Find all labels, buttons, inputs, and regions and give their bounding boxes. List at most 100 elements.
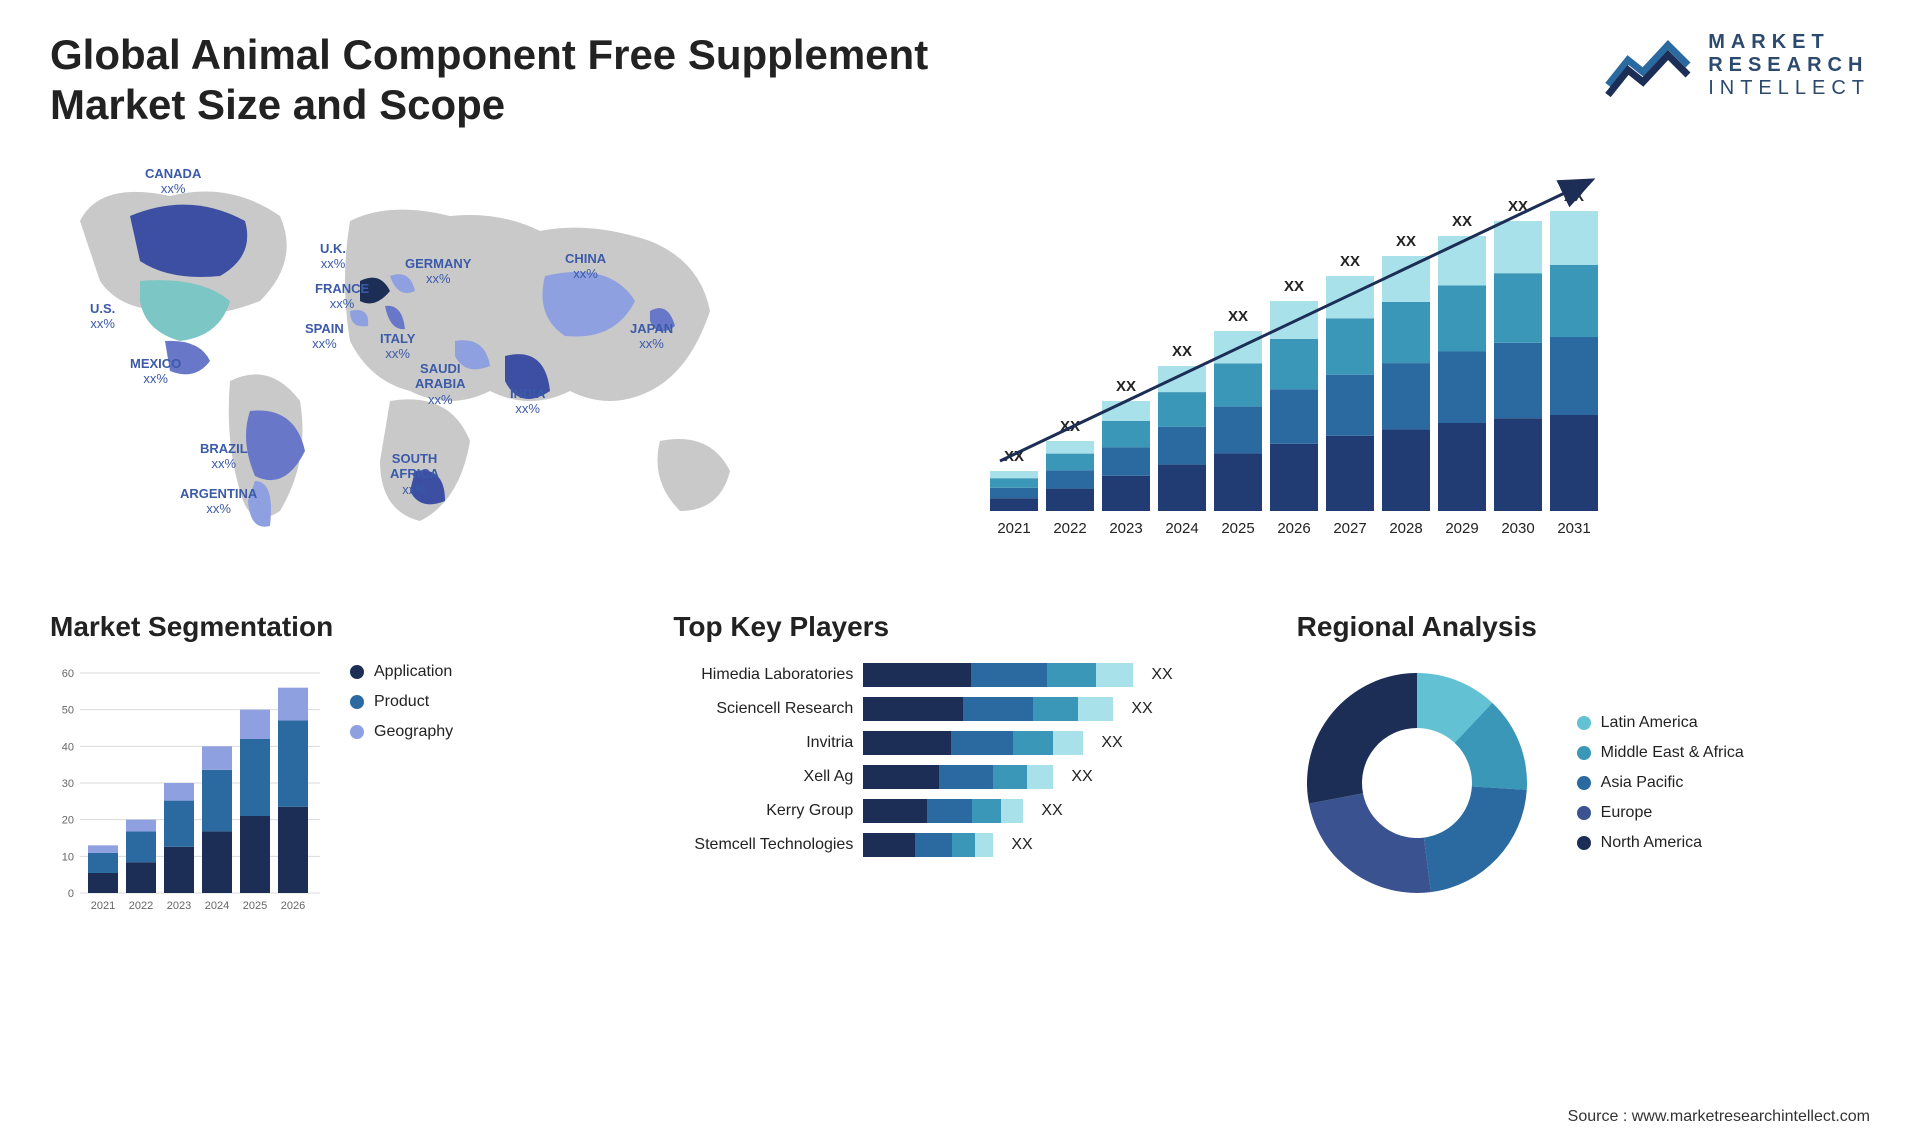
regional-section: Regional Analysis Latin America Middle Ea…	[1297, 611, 1870, 923]
svg-text:2024: 2024	[205, 900, 229, 912]
svg-text:XX: XX	[1452, 213, 1472, 230]
legend-item: North America	[1577, 834, 1744, 852]
player-value: XX	[1071, 768, 1092, 786]
svg-text:2021: 2021	[997, 520, 1030, 537]
map-label: MEXICOxx%	[130, 356, 181, 387]
map-label: JAPANxx%	[630, 321, 673, 352]
player-row: Xell Ag XX	[673, 765, 1246, 789]
player-row: Invitria XX	[673, 731, 1246, 755]
svg-text:60: 60	[62, 668, 74, 680]
svg-text:XX: XX	[1396, 233, 1416, 250]
svg-text:2031: 2031	[1557, 520, 1590, 537]
player-bar	[863, 833, 993, 857]
players-title: Top Key Players	[673, 611, 1246, 643]
svg-text:2029: 2029	[1445, 520, 1478, 537]
player-row: Kerry Group XX	[673, 799, 1246, 823]
players-section: Top Key Players Himedia LaboratoriesXXSc…	[673, 611, 1246, 923]
player-label: Invitria	[673, 734, 853, 752]
svg-text:XX: XX	[1284, 278, 1304, 295]
map-label: FRANCExx%	[315, 281, 369, 312]
segmentation-section: Market Segmentation 0 10 20 30 40 50 60 2021 202…	[50, 611, 623, 923]
brand-logo: MARKET RESEARCH INTELLECT	[1603, 30, 1870, 100]
map-label: SAUDIARABIAxx%	[415, 361, 466, 408]
map-label: ARGENTINAxx%	[180, 486, 257, 517]
logo-text: MARKET RESEARCH INTELLECT	[1708, 31, 1870, 100]
source-text: Source : www.marketresearchintellect.com	[1568, 1108, 1870, 1126]
svg-text:2022: 2022	[129, 900, 153, 912]
map-label: GERMANYxx%	[405, 256, 471, 287]
map-label: CHINAxx%	[565, 251, 606, 282]
map-label: SOUTHAFRICAxx%	[390, 451, 439, 498]
player-value: XX	[1011, 836, 1032, 854]
svg-text:2026: 2026	[281, 900, 305, 912]
svg-text:2026: 2026	[1277, 520, 1310, 537]
player-row: Himedia Laboratories XX	[673, 663, 1246, 687]
header: Global Animal Component Free Supplement …	[50, 30, 1870, 131]
player-bar	[863, 799, 1023, 823]
main-chart-svg: XX 2021 XX 2022 XX 2023 XX 2024 XX 2025 XX 2026 XX 20…	[970, 161, 1870, 561]
player-value: XX	[1101, 734, 1122, 752]
logo-icon	[1603, 30, 1693, 100]
svg-text:2028: 2028	[1389, 520, 1422, 537]
svg-text:2027: 2027	[1333, 520, 1366, 537]
svg-text:2023: 2023	[167, 900, 191, 912]
player-bar	[863, 697, 1113, 721]
legend-item: Application	[350, 663, 453, 681]
map-label: CANADAxx%	[145, 166, 201, 197]
player-label: Xell Ag	[673, 768, 853, 786]
player-label: Stemcell Technologies	[673, 836, 853, 854]
svg-text:30: 30	[62, 778, 74, 790]
player-label: Kerry Group	[673, 802, 853, 820]
segmentation-title: Market Segmentation	[50, 611, 623, 643]
segmentation-chart: 0 10 20 30 40 50 60 2021 2022 2023 2024 2025 2026	[50, 663, 320, 923]
svg-text:XX: XX	[1172, 343, 1192, 360]
svg-text:XX: XX	[1228, 308, 1248, 325]
map-label: BRAZILxx%	[200, 441, 248, 472]
map-label: U.S.xx%	[90, 301, 115, 332]
player-value: XX	[1131, 700, 1152, 718]
svg-text:20: 20	[62, 814, 74, 826]
svg-text:2030: 2030	[1501, 520, 1534, 537]
svg-text:XX: XX	[1340, 253, 1360, 270]
legend-item: Europe	[1577, 804, 1744, 822]
players-chart: Himedia LaboratoriesXXSciencell Research…	[673, 663, 1246, 857]
bottom-row: Market Segmentation 0 10 20 30 40 50 60 2021 202…	[50, 611, 1870, 923]
svg-text:2025: 2025	[1221, 520, 1254, 537]
world-map: CANADAxx% U.S.xx% MEXICOxx% BRAZILxx% ARGENT…	[50, 161, 930, 561]
svg-text:2022: 2022	[1053, 520, 1086, 537]
player-row: Stemcell Technologies XX	[673, 833, 1246, 857]
map-label: U.K.xx%	[320, 241, 346, 272]
legend-item: Geography	[350, 723, 453, 741]
svg-text:2021: 2021	[91, 900, 115, 912]
legend-item: Asia Pacific	[1577, 774, 1744, 792]
svg-text:40: 40	[62, 741, 74, 753]
page-title: Global Animal Component Free Supplement …	[50, 30, 1050, 131]
regional-legend: Latin America Middle East & Africa Asia Pa…	[1577, 714, 1744, 852]
player-label: Himedia Laboratories	[673, 666, 853, 684]
map-label: INDIAxx%	[510, 386, 545, 417]
main-bar-chart: XX 2021 XX 2022 XX 2023 XX 2024 XX 2025 XX 2026 XX 20…	[970, 161, 1870, 561]
segmentation-legend: Application Product Geography	[350, 663, 453, 741]
player-label: Sciencell Research	[673, 700, 853, 718]
player-value: XX	[1041, 802, 1062, 820]
svg-text:50: 50	[62, 704, 74, 716]
player-bar	[863, 663, 1133, 687]
regional-donut	[1297, 663, 1537, 903]
svg-text:10: 10	[62, 851, 74, 863]
map-label: SPAINxx%	[305, 321, 344, 352]
player-bar	[863, 731, 1083, 755]
legend-item: Middle East & Africa	[1577, 744, 1744, 762]
map-label: ITALYxx%	[380, 331, 415, 362]
player-row: Sciencell Research XX	[673, 697, 1246, 721]
player-value: XX	[1151, 666, 1172, 684]
legend-item: Product	[350, 693, 453, 711]
regional-title: Regional Analysis	[1297, 611, 1870, 643]
svg-text:2024: 2024	[1165, 520, 1198, 537]
svg-text:0: 0	[68, 888, 74, 900]
svg-text:2025: 2025	[243, 900, 267, 912]
svg-text:XX: XX	[1116, 378, 1136, 395]
top-row: CANADAxx% U.S.xx% MEXICOxx% BRAZILxx% ARGENT…	[50, 161, 1870, 561]
svg-text:2023: 2023	[1109, 520, 1142, 537]
player-bar	[863, 765, 1053, 789]
legend-item: Latin America	[1577, 714, 1744, 732]
